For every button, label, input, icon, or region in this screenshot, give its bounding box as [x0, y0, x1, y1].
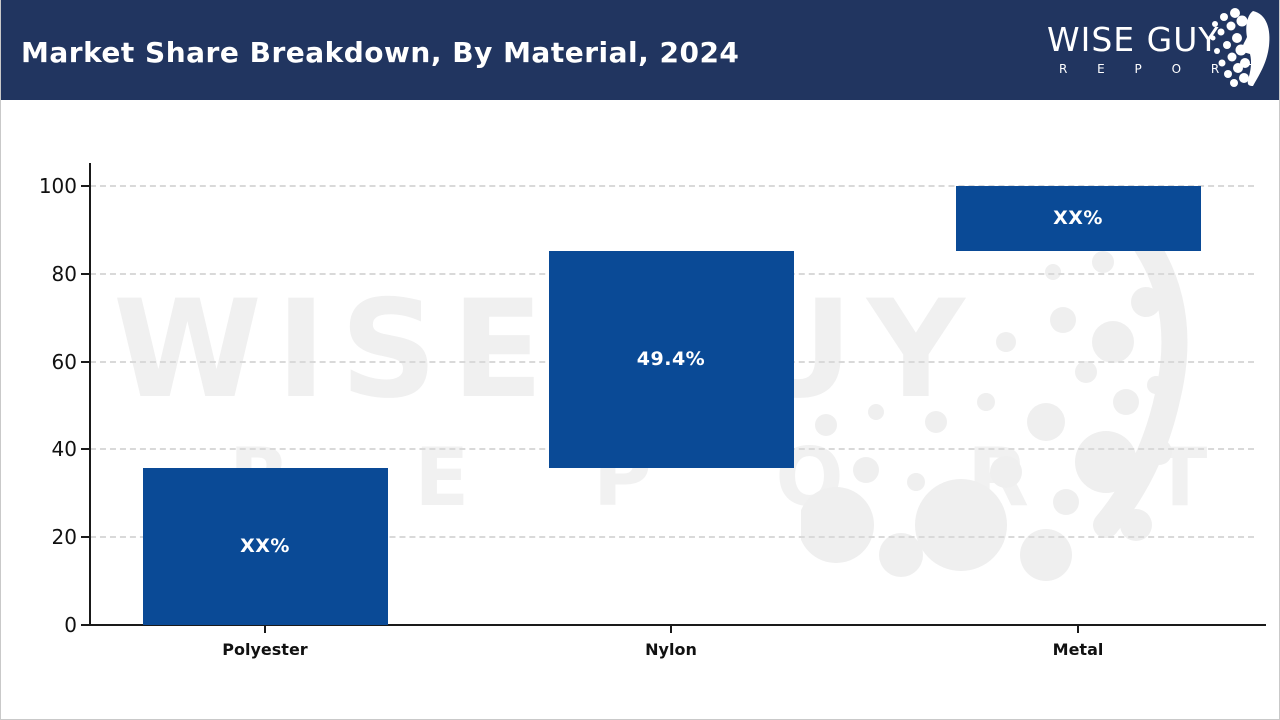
bar-nylon: 49.4% [548, 250, 794, 468]
x-tick-mark [1077, 626, 1079, 633]
bar-polyester: XX% [142, 467, 388, 625]
y-tick-label-20: 20 [51, 525, 77, 550]
bar-value-label: 49.4% [636, 348, 706, 371]
x-axis-label-nylon: Nylon [645, 640, 697, 659]
wise-guy-logo: WISE GUY R E P O R T S [1011, 6, 1279, 94]
bar-metal: XX% [955, 186, 1201, 251]
gridline-y-100 [90, 185, 1254, 187]
dotted-head-icon [1210, 8, 1270, 87]
watermark-wordmark: WISE GUY [113, 271, 979, 428]
x-tick-mark [670, 626, 672, 633]
header-bar: Market Share Breakdown, By Material, 202… [1, 0, 1279, 100]
y-tick-label-100: 100 [38, 174, 77, 198]
gridline-y-20 [90, 536, 1254, 539]
watermark-dotted-head [801, 232, 1188, 581]
x-tick-mark [264, 626, 266, 633]
chart-title: Market Share Breakdown, By Material, 202… [21, 36, 740, 69]
y-tick-label-0: 0 [64, 613, 77, 637]
bar-value-label: XX% [240, 535, 290, 558]
y-tick-label-40: 40 [51, 437, 77, 462]
logo-wordmark: WISE GUY [1047, 20, 1220, 59]
y-tick-mark [81, 536, 89, 539]
y-tick-mark [81, 360, 89, 363]
y-tick-mark [81, 185, 89, 187]
y-tick-mark [81, 272, 89, 275]
x-axis-label-polyester: Polyester [222, 640, 308, 659]
y-tick-mark [81, 624, 89, 626]
y-tick-mark [81, 448, 89, 451]
x-axis-line [89, 624, 1266, 626]
y-axis-line [89, 163, 91, 626]
x-axis-label-metal: Metal [1052, 640, 1104, 659]
bar-value-label: XX% [1053, 207, 1103, 230]
y-tick-label-80: 80 [51, 261, 77, 286]
y-tick-label-60: 60 [51, 349, 77, 374]
